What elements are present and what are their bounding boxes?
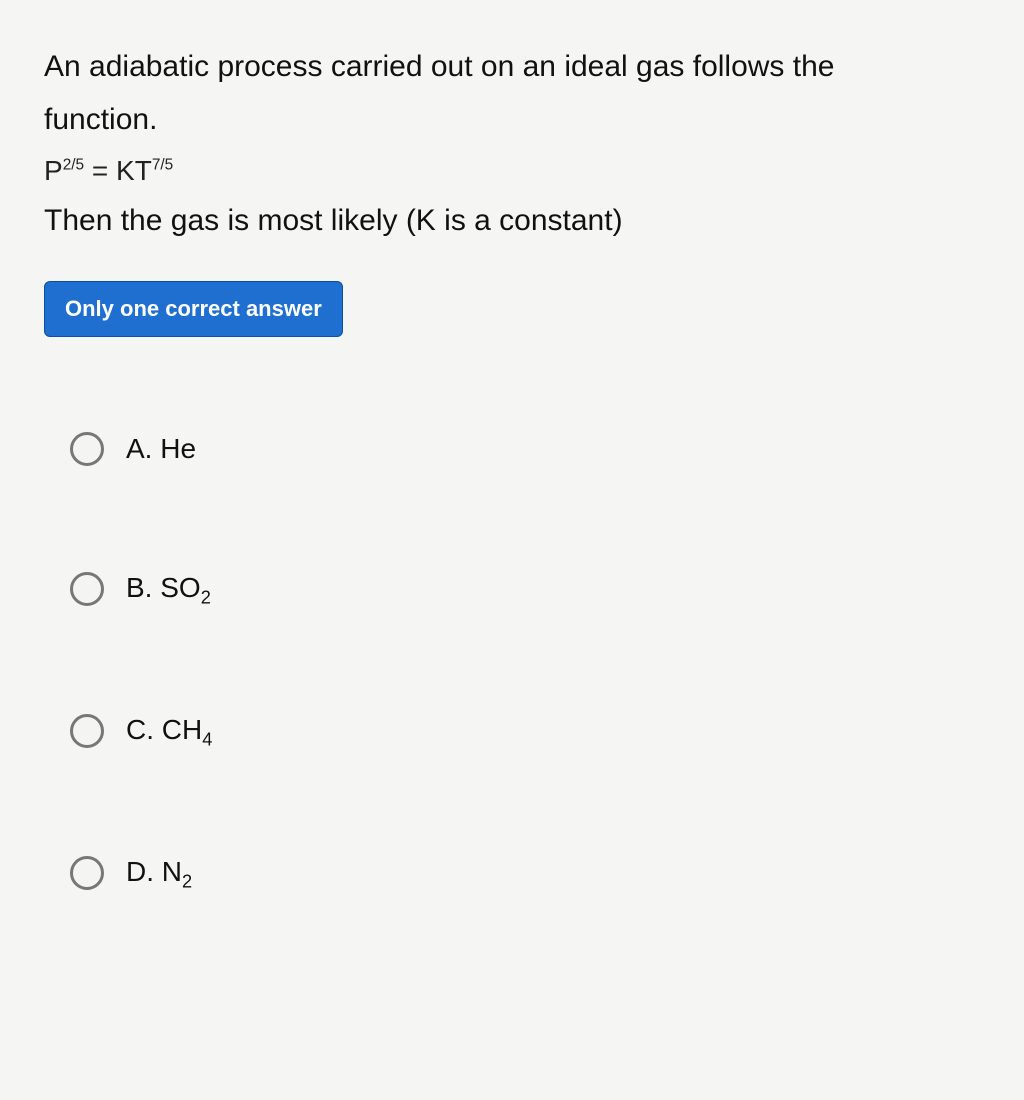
option-text-sub: 4	[202, 730, 212, 750]
radio-icon[interactable]	[70, 572, 104, 606]
option-a-label: A. He	[126, 427, 196, 470]
option-text: He	[160, 433, 196, 464]
option-text-sub: 2	[182, 872, 192, 892]
formula-rhs-exp: 7/5	[152, 157, 173, 174]
radio-icon[interactable]	[70, 432, 104, 466]
option-text-sub: 2	[201, 588, 211, 608]
question-line-3: Then the gas is most likely (K is a cons…	[44, 198, 980, 245]
formula-lhs-base: P	[44, 155, 63, 186]
radio-icon[interactable]	[70, 714, 104, 748]
option-d[interactable]: D. N2	[70, 850, 980, 896]
option-text-base: SO	[160, 572, 200, 603]
option-c[interactable]: C. CH4	[70, 708, 980, 754]
option-c-label: C. CH4	[126, 708, 212, 754]
answer-mode-badge: Only one correct answer	[44, 281, 343, 337]
formula-lhs-exp: 2/5	[63, 157, 84, 174]
option-b[interactable]: B. SO2	[70, 566, 980, 612]
option-text-base: N	[162, 856, 182, 887]
options-list: A. He B. SO2 C. CH4 D. N2	[44, 427, 980, 896]
formula-rhs-k: K	[116, 155, 135, 186]
option-text-base: CH	[162, 714, 202, 745]
option-d-label: D. N2	[126, 850, 192, 896]
option-letter: C.	[126, 714, 154, 745]
question-line-2: function.	[44, 97, 980, 144]
radio-icon[interactable]	[70, 856, 104, 890]
option-letter: D.	[126, 856, 154, 887]
formula-rhs-base: T	[135, 155, 152, 186]
question-formula: P2/5 = KT7/5	[44, 149, 980, 192]
option-letter: A.	[126, 433, 152, 464]
option-letter: B.	[126, 572, 152, 603]
formula-eq: =	[84, 155, 116, 186]
question-line-1: An adiabatic process carried out on an i…	[44, 44, 980, 91]
option-b-label: B. SO2	[126, 566, 211, 612]
option-a[interactable]: A. He	[70, 427, 980, 470]
